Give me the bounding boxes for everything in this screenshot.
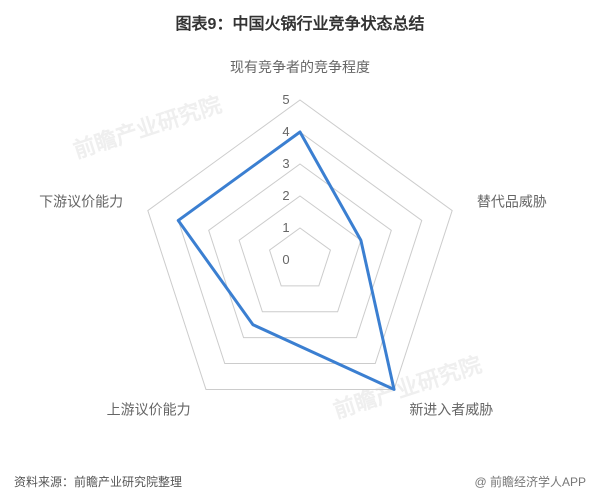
axis-label: 新进入者威胁 [409,401,493,417]
tick-label: 3 [282,156,289,171]
tick-label: 5 [282,92,289,107]
axis-label: 下游议价能力 [39,194,123,210]
axis-label: 现有竞争者的竞争程度 [230,59,370,75]
tick-label: 4 [282,124,289,139]
chart-container: 图表9：中国火锅行业竞争状态总结 前瞻产业研究院 前瞻产业研究院 012345 … [0,0,600,502]
axis-label: 替代品威胁 [477,194,547,210]
attribution-label: @ 前瞻经济学人APP [474,473,586,490]
tick-label: 0 [282,252,289,267]
tick-label: 2 [282,188,289,203]
tick-label: 1 [282,220,289,235]
radar-chart: 0 1 2 3 4 5 现有竞争者的竞争程度替代品威胁新进入者威胁 上游议价能力 下游议价能力 [0,0,600,502]
source-label: 资料来源：前瞻产业研究院整理 [14,473,182,490]
axis-label: 上游议价能力 [107,401,191,417]
